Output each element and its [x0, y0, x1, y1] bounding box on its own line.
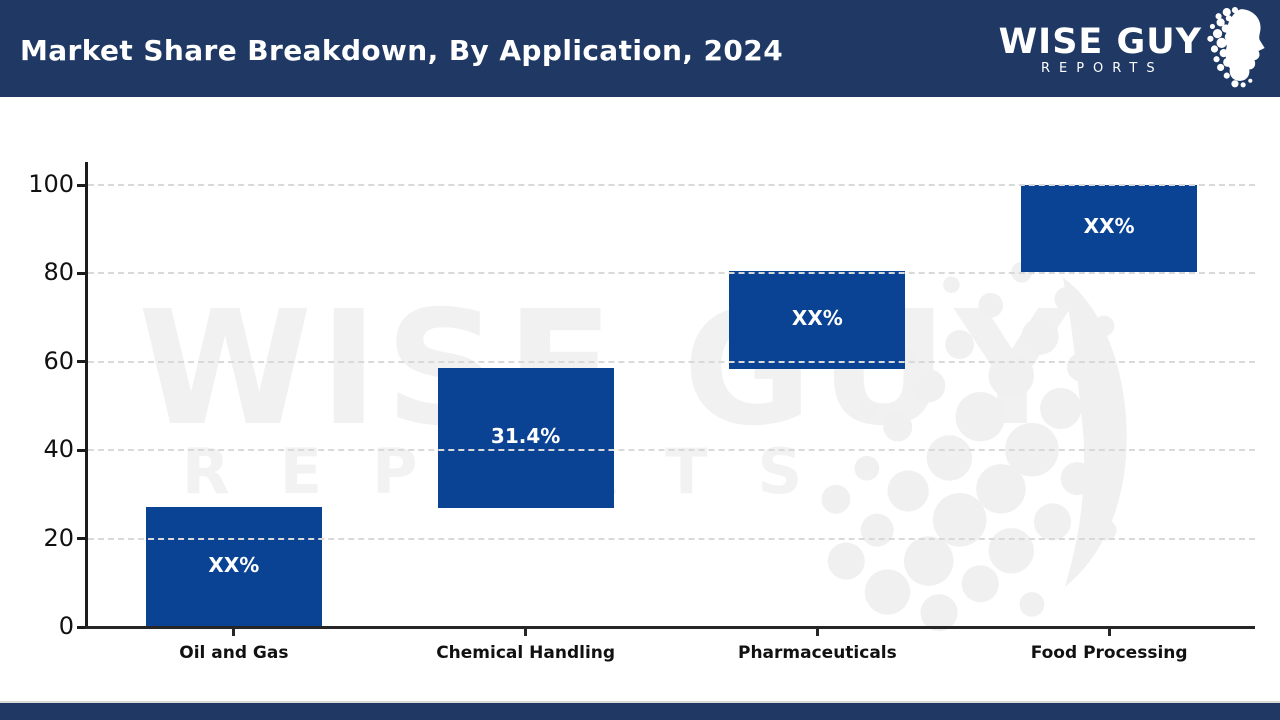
wiseguy-logo: WISE GUY REPORTS	[999, 6, 1270, 92]
plot-area: 0 20 40 60 80 100 XX% Oil and Gas 31.4% Chemical …	[0, 97, 1280, 701]
y-tick-label-20: 20	[43, 523, 74, 552]
y-tick-label-0: 0	[58, 612, 74, 640]
gridline-100	[88, 184, 1255, 186]
x-tick-label-1: Oil and Gas	[179, 643, 289, 663]
x-tick-mark-2	[524, 627, 528, 636]
y-tick-label-100: 100	[28, 170, 74, 198]
y-tick-mark-20	[77, 537, 88, 541]
x-tick-label-3: Pharmaceuticals	[737, 643, 897, 663]
x-tick-mark-4	[1107, 627, 1111, 636]
waterfall-bar-2	[437, 368, 614, 509]
waterfall-bar-3	[729, 270, 906, 370]
y-tick-mark-80	[77, 271, 88, 275]
gridline-60	[88, 360, 1255, 363]
waterfall-bar-4	[1021, 185, 1198, 272]
bar-value-label: XX%	[1083, 213, 1135, 238]
gridline-80	[88, 272, 1255, 275]
y-tick-label-80: 80	[43, 258, 74, 287]
gridline-20	[88, 537, 1255, 540]
wiseguy-face-icon	[1207, 7, 1265, 88]
x-tick-label-4: Food Processing	[1030, 643, 1188, 663]
footer-bar	[0, 703, 1280, 720]
bar-value-label: 31.4%	[490, 423, 561, 448]
y-axis-line	[85, 162, 88, 629]
y-tick-mark-60	[77, 360, 88, 364]
x-tick-mark-3	[815, 627, 819, 636]
x-axis-line	[85, 626, 1255, 629]
y-tick-label-60: 60	[43, 346, 74, 375]
logo-subtitle: REPORTS	[1040, 60, 1164, 76]
bar-value-label: XX%	[791, 305, 843, 330]
x-tick-label-2: Chemical Handling	[436, 643, 616, 663]
logo-wordmark: WISE GUY	[998, 21, 1202, 62]
gridline-40	[88, 449, 1255, 452]
wiseguy-logo-text: WISE GUY REPORTS	[999, 23, 1202, 76]
header: Market Share Breakdown, By Application, …	[0, 0, 1280, 97]
x-tick-mark-1	[232, 627, 236, 636]
page-title: Market Share Breakdown, By Application, …	[20, 34, 784, 67]
y-tick-label-40: 40	[43, 435, 74, 464]
waterfall-bar-1	[145, 507, 322, 628]
y-tick-mark-0	[77, 625, 88, 629]
bar-value-label: XX%	[208, 553, 260, 578]
y-tick-mark-40	[77, 448, 88, 452]
watermark-face-dots-icon	[821, 249, 1127, 632]
y-tick-mark-100	[77, 183, 88, 187]
